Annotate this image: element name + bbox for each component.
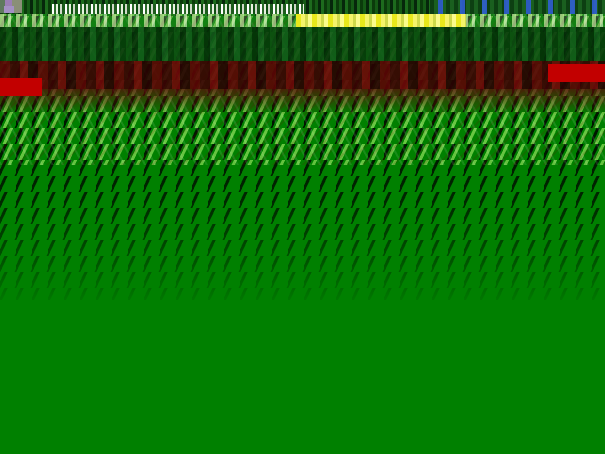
red-artifact-block-left [0, 78, 42, 96]
red-artifact-block-right [548, 64, 605, 82]
blue-speckle-band [430, 0, 605, 14]
pattern-fade-mask [0, 140, 605, 310]
red-corruption-band [0, 61, 605, 89]
dark-green-band [0, 27, 605, 61]
white-static-band [52, 4, 304, 14]
window-icon-artifact [0, 0, 22, 13]
red-band-fade [0, 89, 605, 115]
yellow-corruption-band [296, 13, 466, 27]
